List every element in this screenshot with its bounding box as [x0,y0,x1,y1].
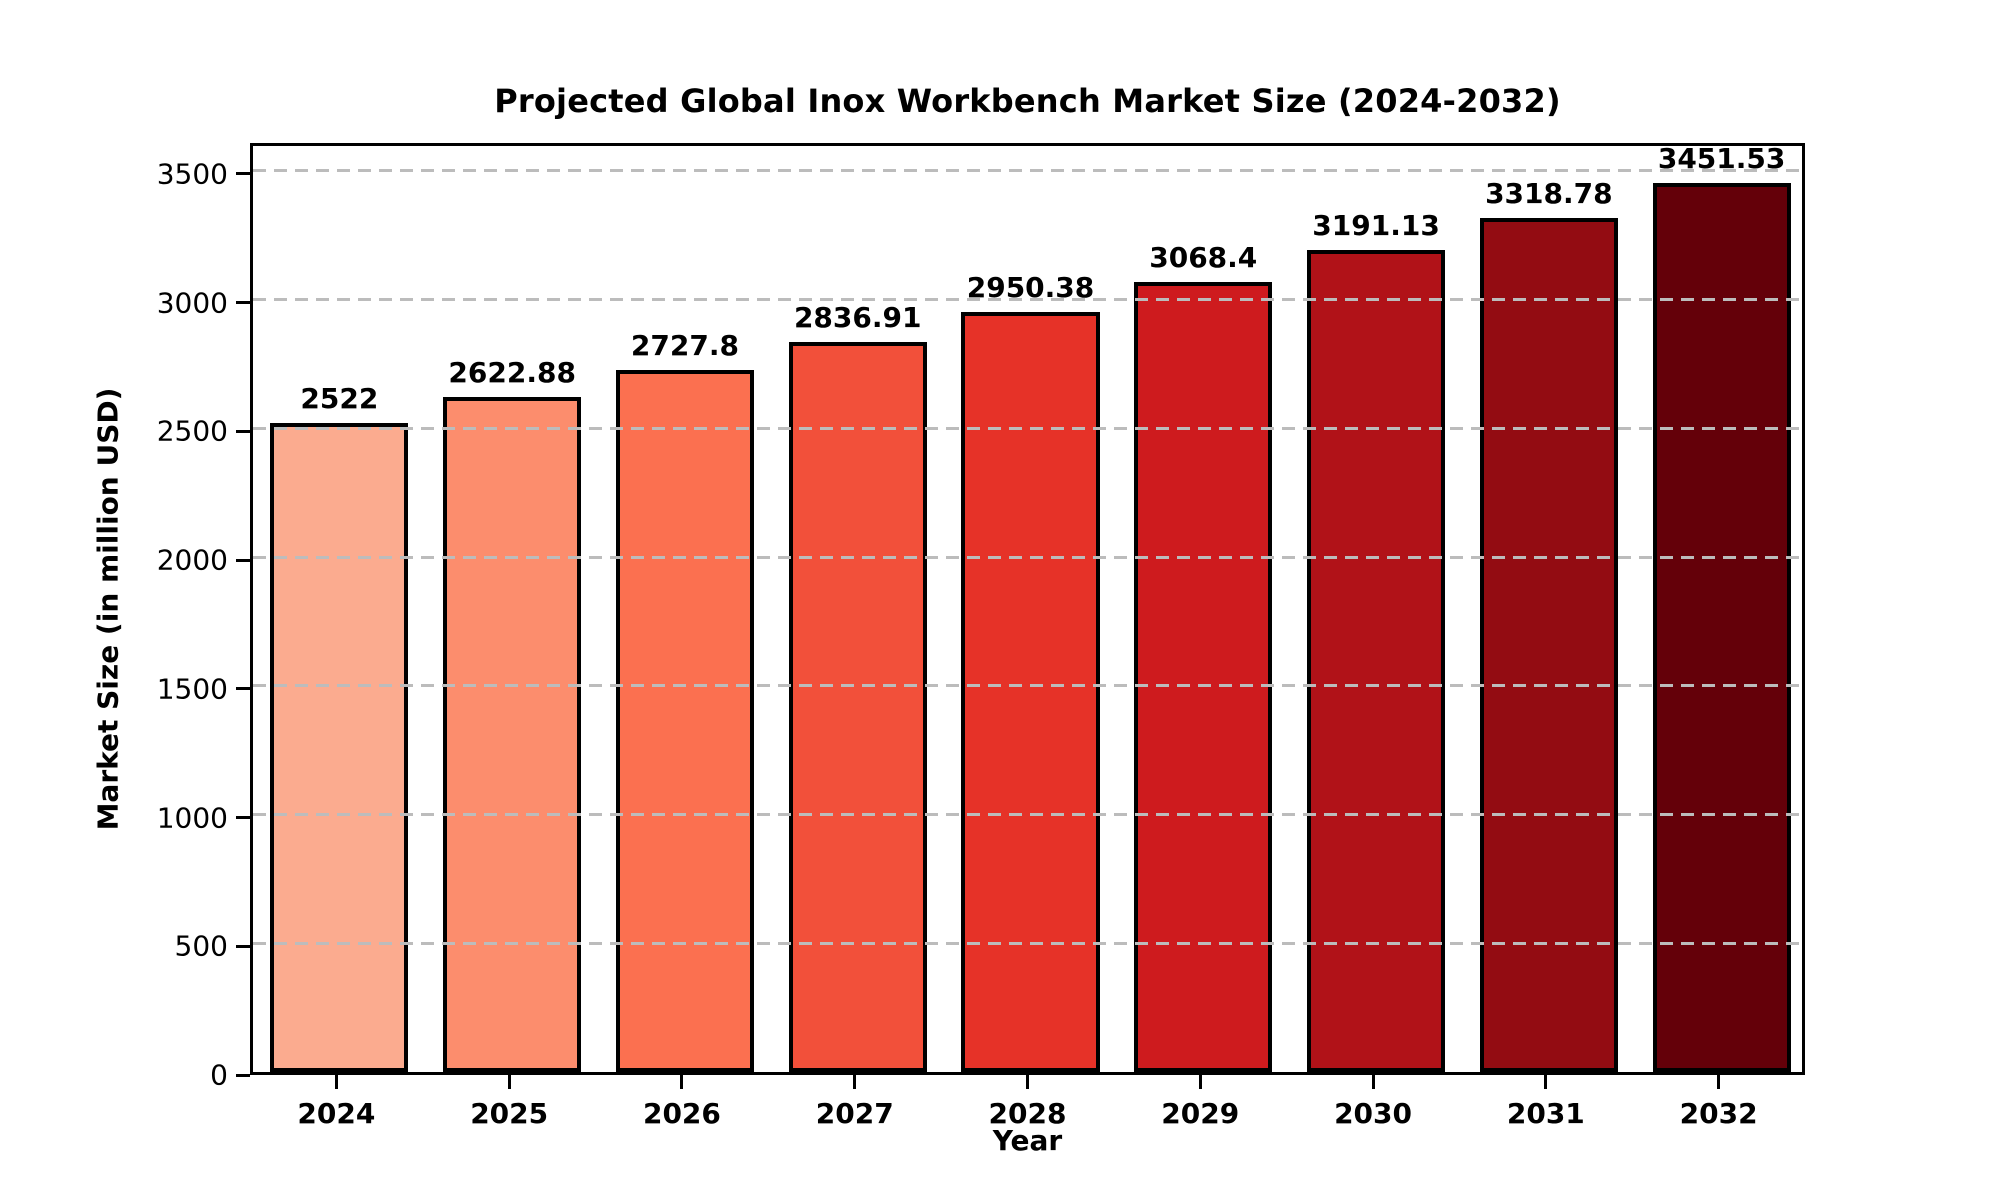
x-tick-label-2028: 2028 [988,1097,1067,1130]
x-tick-2028 [1026,1075,1029,1089]
gridline-y-1500 [253,684,1802,688]
bar-value-label-2030: 3191.13 [1312,209,1440,243]
y-tick-500 [236,944,250,948]
y-tick-label-3500: 3500 [156,157,228,191]
y-tick-3000 [236,301,250,305]
y-tick-2500 [236,429,250,433]
bar-value-label-2026: 2727.8 [630,328,739,362]
gridline-y-500 [253,941,1802,945]
x-tick-label-2024: 2024 [297,1097,376,1130]
y-tick-2000 [236,558,250,562]
x-tick-label-2031: 2031 [1506,1097,1585,1130]
x-tick-2026 [680,1075,684,1089]
y-tick-1500 [236,687,250,691]
gridline-y-2000 [253,555,1802,559]
y-tick-label-2500: 2500 [156,414,228,448]
x-tick-2024 [334,1075,338,1089]
y-tick-label-0: 0 [210,1058,228,1092]
bar-value-label-2027: 2836.91 [793,300,922,334]
bar-2024 [270,422,409,1072]
y-tick-label-1500: 1500 [156,672,228,706]
x-tick-label-2030: 2030 [1334,1097,1413,1130]
bar-2030 [1306,250,1446,1072]
bar-value-label-2029: 3068.4 [1149,241,1258,275]
y-axis-label: Market Size (in million USD) [91,387,125,831]
bar-2029 [1134,282,1273,1072]
bar-2027 [788,341,927,1072]
x-tick-2025 [507,1075,511,1089]
y-tick-1000 [236,816,250,820]
gridline-y-1000 [253,813,1802,817]
bar-2032 [1652,183,1791,1072]
bar-2026 [615,369,755,1072]
chart-title: Projected Global Inox Workbench Market S… [494,82,1561,120]
x-tick-2029 [1198,1075,1202,1089]
x-tick-label-2027: 2027 [815,1097,894,1130]
bar-value-label-2025: 2622.88 [448,355,576,389]
x-tick-label-2029: 2029 [1161,1097,1240,1130]
x-tick-label-2025: 2025 [470,1097,549,1130]
y-tick-label-3000: 3000 [156,286,228,320]
y-tick-label-500: 500 [174,929,228,963]
y-tick-label-2000: 2000 [156,543,228,577]
y-tick-3500 [236,172,250,176]
x-tick-2030 [1371,1075,1375,1089]
bar-value-label-2032: 3451.53 [1657,142,1786,176]
gridline-y-3500 [253,169,1802,173]
x-tick-2027 [853,1075,857,1089]
bar-2025 [443,396,582,1072]
bar-value-label-2031: 3318.78 [1485,176,1613,210]
bar-value-label-2028: 2950.38 [966,271,1095,305]
gridline-y-2500 [253,426,1802,430]
plot-area: 2522 2622.88 2727.8 2836.91 2950.38 3068.4 319… [250,142,1805,1075]
x-axis-label: Year [992,1124,1063,1157]
gridline-y-3000 [253,298,1802,302]
x-tick-label-2032: 2032 [1679,1097,1758,1130]
bar-value-label-2024: 2522 [300,381,379,415]
x-tick-2031 [1544,1075,1548,1089]
x-tick-2032 [1717,1075,1721,1089]
x-tick-label-2026: 2026 [642,1097,721,1130]
bar-2031 [1479,217,1618,1072]
y-tick-0 [236,1073,250,1077]
bar-2028 [961,312,1100,1072]
y-tick-label-1000: 1000 [156,801,228,835]
